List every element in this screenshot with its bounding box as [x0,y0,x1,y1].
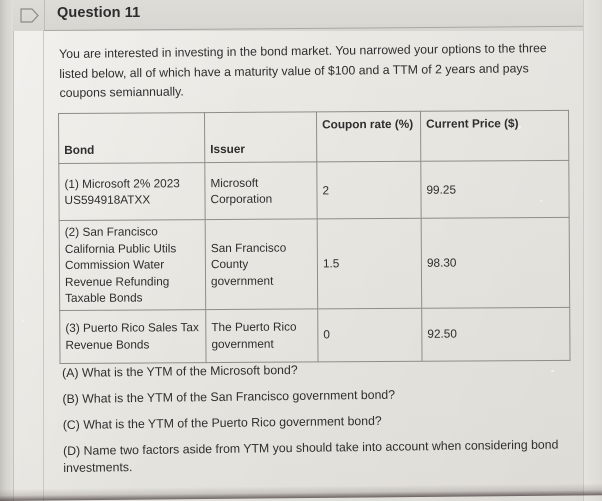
subquestion-d: (D) Name two factors aside from YTM you … [63,437,559,475]
page-right-margin [584,0,602,501]
page-left-edge-line [13,0,14,501]
page-gutter-line [43,0,44,501]
column-header-issuer: Issuer [204,111,317,163]
cell-coupon-rate: 2 [316,161,422,219]
page-bottom-shadow [0,483,602,501]
cell-issuer: The Puerto Rico government [205,308,319,363]
column-header-bond: Bond [58,112,205,164]
cell-issuer: Microsoft Corporation [204,161,318,220]
cell-bond-name: (2) San Francisco California Public Util… [59,219,206,310]
page-title: Question 11 [57,5,141,21]
cell-issuer: San Francisco County government [205,218,318,310]
cell-current-price: 92.50 [421,306,571,361]
table-row: (2) San Francisco California Public Util… [59,217,570,310]
subquestion-list: (A) What is the YTM of the Microsoft bon… [62,358,563,477]
paper-speckle [22,320,24,322]
cell-current-price: 98.30 [421,217,570,308]
column-header-current-price: Current Price ($) [420,110,569,162]
cell-coupon-rate: 1.5 [317,218,422,309]
table-row: (1) Microsoft 2% 2023 US594918ATXX Micro… [58,160,570,221]
question-intro-text: You are interested in investing in the b… [59,41,547,100]
tag-icon [20,8,39,23]
cell-current-price: 99.25 [420,160,570,219]
cell-coupon-rate: 0 [317,307,423,362]
column-header-coupon-rate: Coupon rate (%) [316,111,421,162]
table-row: (3) Puerto Rico Sales Tax Revenue Bonds … [59,306,571,363]
page-right-edge-line [583,0,584,501]
header-vertical-divider [44,0,45,31]
subquestion-b: (B) What is the YTM of the San Francisco… [62,387,396,406]
cell-bond-name: (1) Microsoft 2% 2023 US594918ATXX [58,162,206,221]
page-left-edge [0,0,13,501]
table-header-row: Bond Issuer Coupon rate (%) Current Pric… [58,110,569,164]
subquestion-c: (C) What is the YTM of the Puerto Rico g… [62,413,382,432]
bond-table: Bond Issuer Coupon rate (%) Current Pric… [58,110,571,364]
cell-bond-name: (3) Puerto Rico Sales Tax Revenue Bonds [59,309,207,363]
